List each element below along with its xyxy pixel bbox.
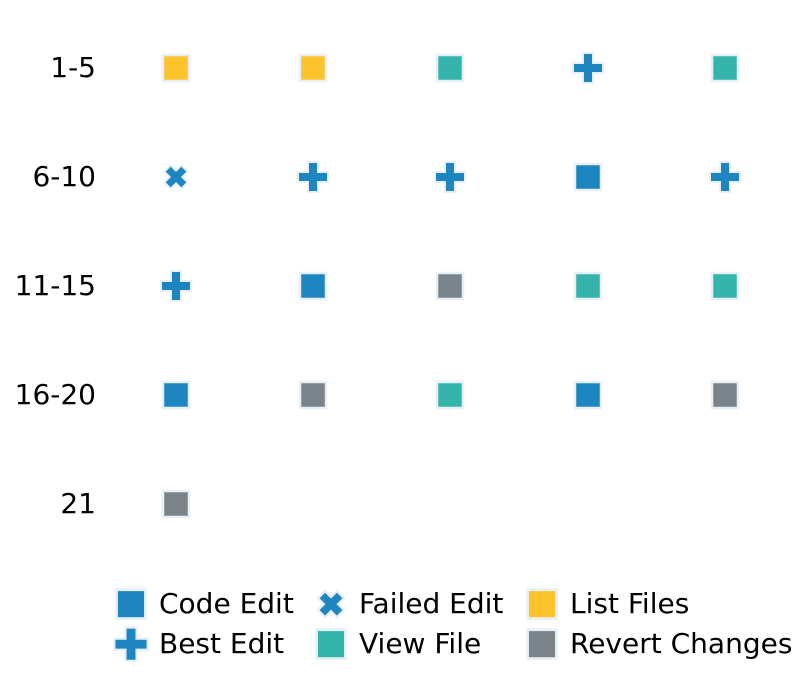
plus-marker-icon	[705, 157, 745, 197]
square-marker-icon	[430, 375, 470, 415]
square-marker-icon	[568, 266, 608, 306]
square-marker-icon	[156, 48, 196, 88]
row-label: 11-15	[14, 269, 96, 302]
legend-x-marker-icon	[311, 584, 351, 624]
x-marker-icon	[156, 157, 196, 197]
plus-marker-icon	[568, 48, 608, 88]
square-marker-icon	[293, 375, 333, 415]
square-marker-icon	[293, 266, 333, 306]
square-marker-icon	[705, 266, 745, 306]
legend-label: Best Edit	[159, 627, 285, 660]
square-marker-icon	[293, 48, 333, 88]
legend-square-marker-icon	[311, 624, 351, 664]
plus-marker-icon	[293, 157, 333, 197]
row-label: 6-10	[32, 160, 96, 193]
square-marker-icon	[568, 157, 608, 197]
legend-label: View File	[359, 627, 482, 660]
legend-plus-marker-icon	[111, 624, 151, 664]
square-marker-icon	[430, 266, 470, 306]
row-label: 21	[60, 487, 96, 520]
row-label: 16-20	[14, 378, 96, 411]
legend-label: Revert Changes	[570, 627, 793, 660]
legend-label: Code Edit	[159, 587, 294, 620]
legend-square-marker-icon	[522, 624, 562, 664]
square-marker-icon	[156, 375, 196, 415]
square-marker-icon	[430, 48, 470, 88]
square-marker-icon	[568, 375, 608, 415]
square-marker-icon	[156, 484, 196, 524]
square-marker-icon	[705, 375, 745, 415]
plus-marker-icon	[156, 266, 196, 306]
row-label: 1-5	[50, 51, 96, 84]
legend-square-marker-icon	[522, 584, 562, 624]
legend-square-marker-icon	[111, 584, 151, 624]
legend-label: List Files	[570, 587, 690, 620]
plus-marker-icon	[430, 157, 470, 197]
square-marker-icon	[705, 48, 745, 88]
legend-label: Failed Edit	[359, 587, 504, 620]
